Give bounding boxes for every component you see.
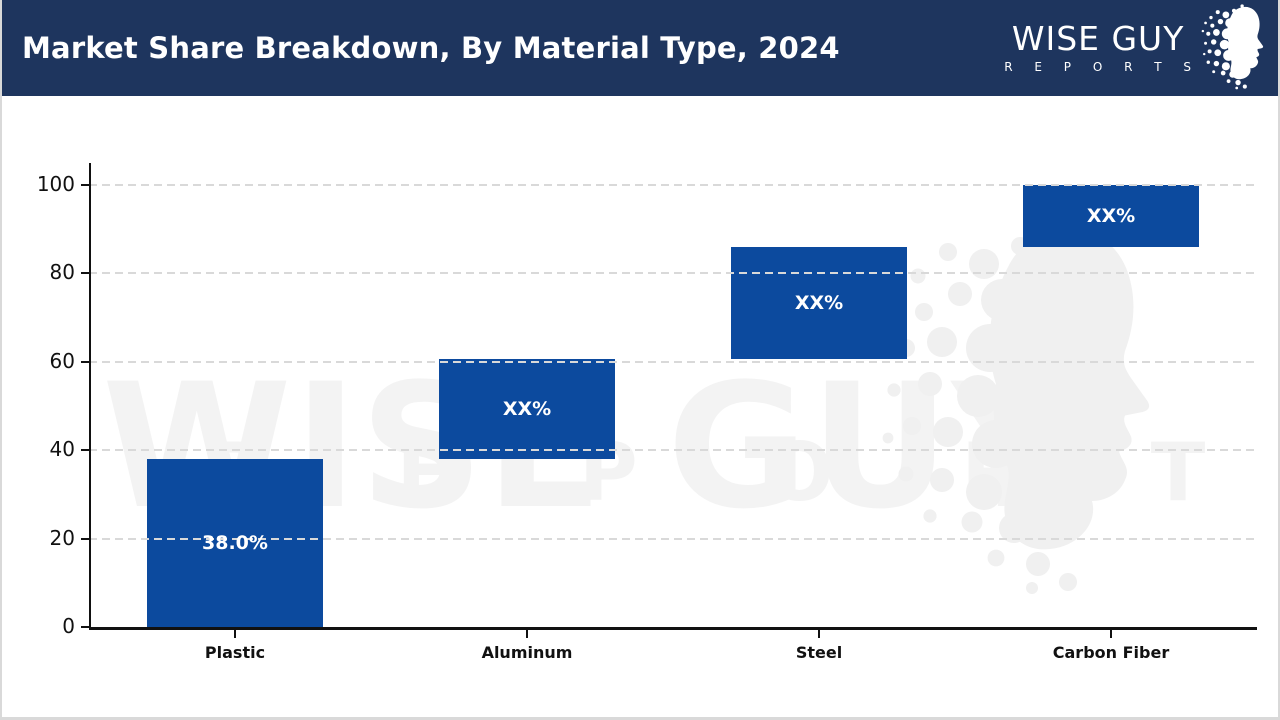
x-category-label: Plastic bbox=[204, 643, 266, 662]
logo-subtitle: R E P O R T S bbox=[1004, 59, 1200, 74]
wiseguy-logo: WISE GUY R E P O R T S bbox=[1000, 4, 1268, 92]
y-axis-line bbox=[89, 163, 91, 630]
y-tick-mark bbox=[81, 626, 89, 628]
bar bbox=[731, 246, 907, 359]
bar bbox=[439, 358, 615, 460]
page-title: Market Share Breakdown, By Material Type… bbox=[22, 31, 840, 65]
y-tick-label: 0 bbox=[62, 614, 75, 638]
x-category-label: Carbon Fiber bbox=[1052, 643, 1170, 662]
y-tick-label: 60 bbox=[49, 348, 75, 373]
wiseguy-face-icon bbox=[1200, 4, 1268, 92]
bar bbox=[1023, 185, 1199, 247]
gridline bbox=[89, 537, 1257, 540]
y-tick-mark bbox=[81, 184, 89, 186]
y-tick-mark bbox=[81, 449, 89, 452]
y-tick-label: 80 bbox=[49, 260, 75, 285]
y-tick-mark bbox=[81, 537, 89, 540]
y-tick-label: 20 bbox=[49, 525, 75, 550]
x-tick-mark bbox=[1110, 630, 1112, 638]
gridline bbox=[89, 449, 1257, 452]
x-tick-mark bbox=[526, 630, 528, 638]
gridline bbox=[89, 184, 1257, 186]
wiseguy-logo-text: WISE GUY R E P O R T S bbox=[1000, 22, 1196, 74]
y-tick-label: 100 bbox=[36, 172, 75, 196]
watermark-face-icon bbox=[870, 216, 1170, 606]
x-tick-mark bbox=[818, 630, 820, 638]
header-bar: Market Share Breakdown, By Material Type… bbox=[2, 0, 1278, 96]
gridline bbox=[89, 272, 1257, 275]
bar bbox=[147, 459, 323, 627]
logo-wordmark: WISE GUY bbox=[1011, 19, 1185, 59]
x-category-label: Aluminum bbox=[481, 643, 573, 662]
gridline bbox=[89, 360, 1257, 363]
y-tick-mark bbox=[81, 272, 89, 275]
chart-plot: WISE GUY R E P O R T S 02040608010038.0%… bbox=[2, 96, 1278, 717]
x-category-label: Steel bbox=[795, 643, 843, 662]
y-tick-label: 40 bbox=[49, 437, 75, 462]
y-tick-mark bbox=[81, 360, 89, 363]
x-axis-line bbox=[89, 627, 1257, 630]
x-tick-mark bbox=[234, 630, 236, 638]
